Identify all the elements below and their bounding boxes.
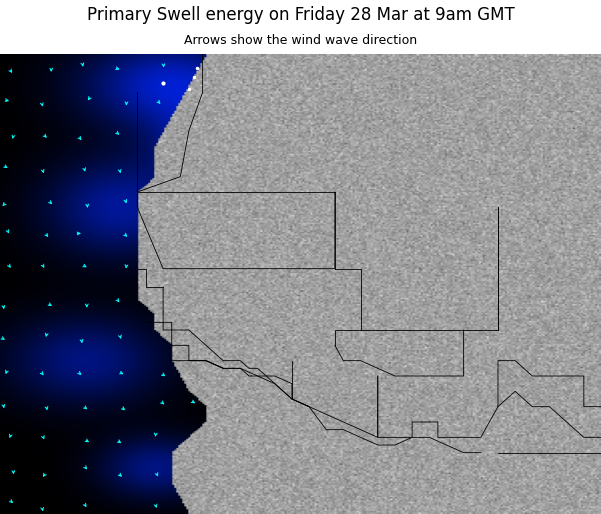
Text: Arrows show the wind wave direction: Arrows show the wind wave direction <box>184 34 417 47</box>
Text: Primary Swell energy on Friday 28 Mar at 9am GMT: Primary Swell energy on Friday 28 Mar at… <box>87 6 514 24</box>
